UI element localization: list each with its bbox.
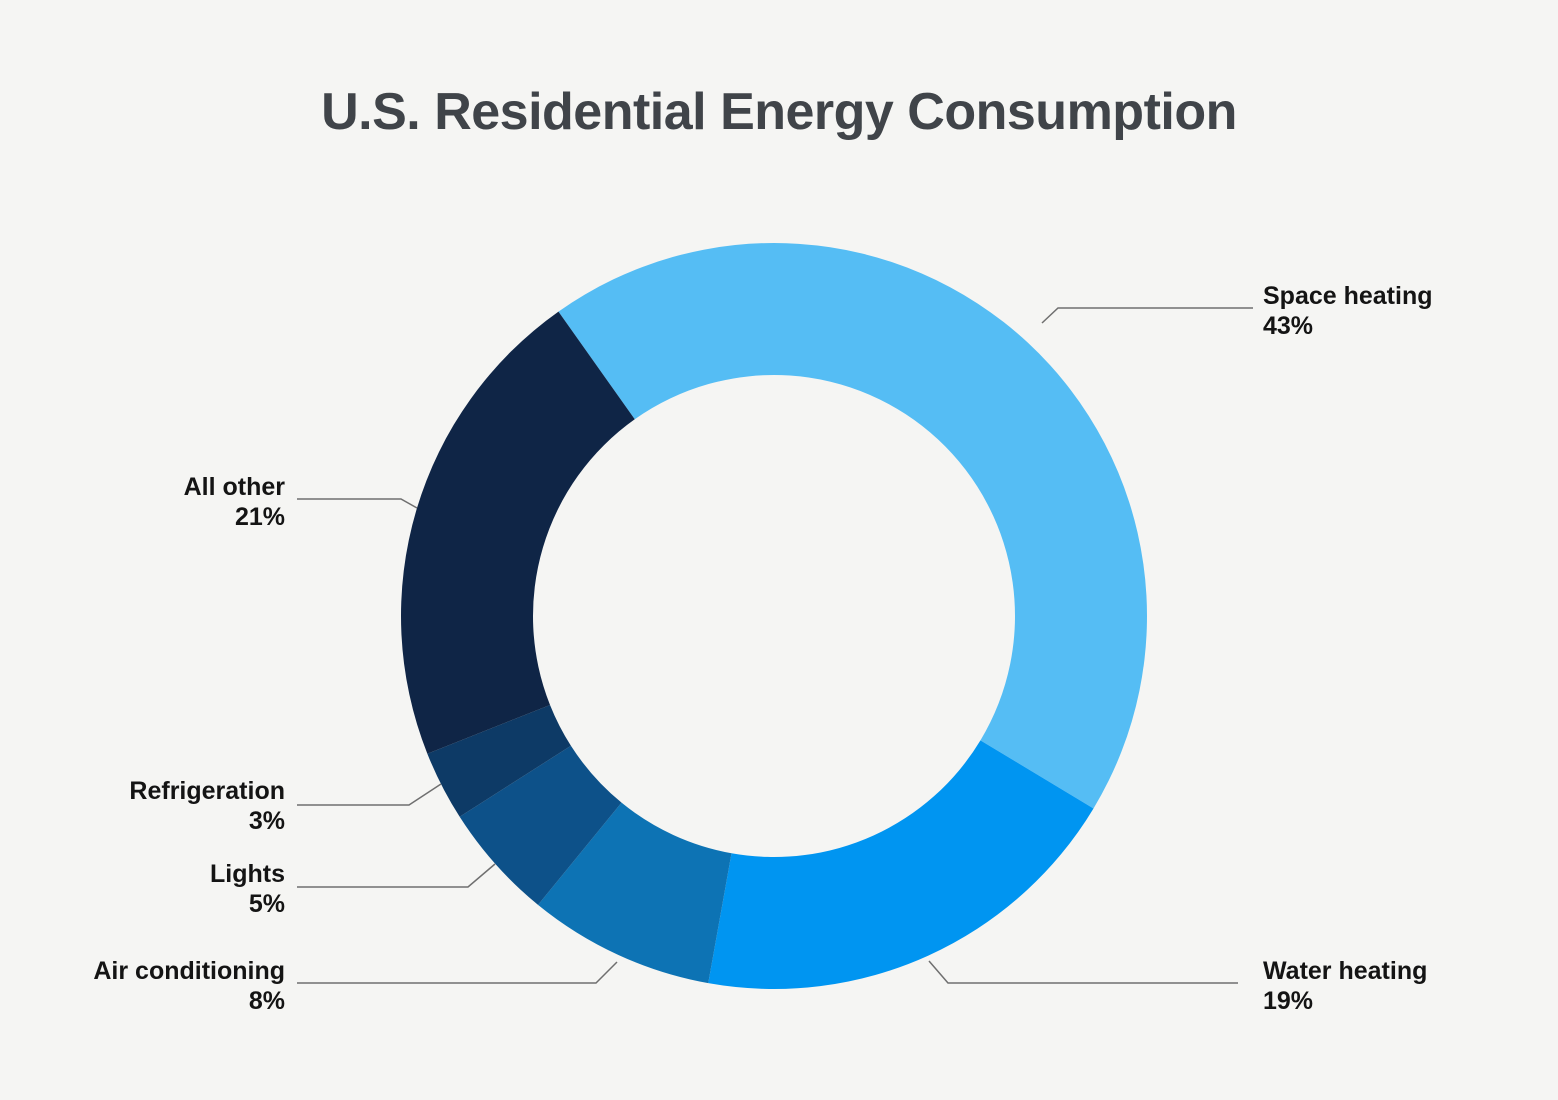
slice-space-heating: [558, 243, 1147, 809]
leader-lines: [297, 307, 1253, 984]
callout-space-heating-name: Space heating: [1263, 282, 1433, 310]
callout-all-other: All other 21%: [184, 472, 285, 532]
callout-water-heating-name: Water heating: [1263, 957, 1428, 985]
callout-refrigeration-percent: 3%: [248, 807, 285, 835]
slice-water-heating: [708, 740, 1094, 990]
callout-air-conditioning-name: Air conditioning: [93, 957, 285, 985]
leader-space-heating: [1041, 307, 1253, 324]
callout-all-other-percent: 21%: [234, 503, 285, 531]
leader-refrigeration: [297, 783, 442, 806]
leader-air-conditioning: [297, 961, 618, 984]
callout-refrigeration: Refrigeration 3%: [129, 776, 285, 836]
slice-all-other: [401, 311, 635, 754]
callout-space-heating: Space heating 43%: [1263, 281, 1433, 341]
callout-all-other-name: All other: [183, 473, 285, 501]
callout-air-conditioning: Air conditioning 8%: [93, 956, 285, 1016]
slice-refrigeration: [427, 704, 571, 817]
leader-water-heating: [928, 960, 1238, 984]
callout-air-conditioning-percent: 8%: [248, 987, 285, 1015]
leader-lights: [297, 863, 496, 888]
callout-refrigeration-name: Refrigeration: [129, 777, 285, 805]
callout-water-heating: Water heating 19%: [1263, 956, 1427, 1016]
callout-water-heating-percent: 19%: [1263, 987, 1314, 1015]
donut-slices: [401, 243, 1147, 990]
slice-air-conditioning: [538, 802, 732, 984]
chart-title: U.S. Residential Energy Consumption: [321, 83, 1237, 141]
callout-lights: Lights 5%: [210, 859, 285, 919]
slice-lights: [459, 745, 622, 905]
callout-lights-percent: 5%: [248, 890, 285, 918]
callout-space-heating-percent: 43%: [1263, 312, 1314, 340]
callout-lights-name: Lights: [210, 860, 285, 888]
leader-all-other: [297, 498, 418, 509]
